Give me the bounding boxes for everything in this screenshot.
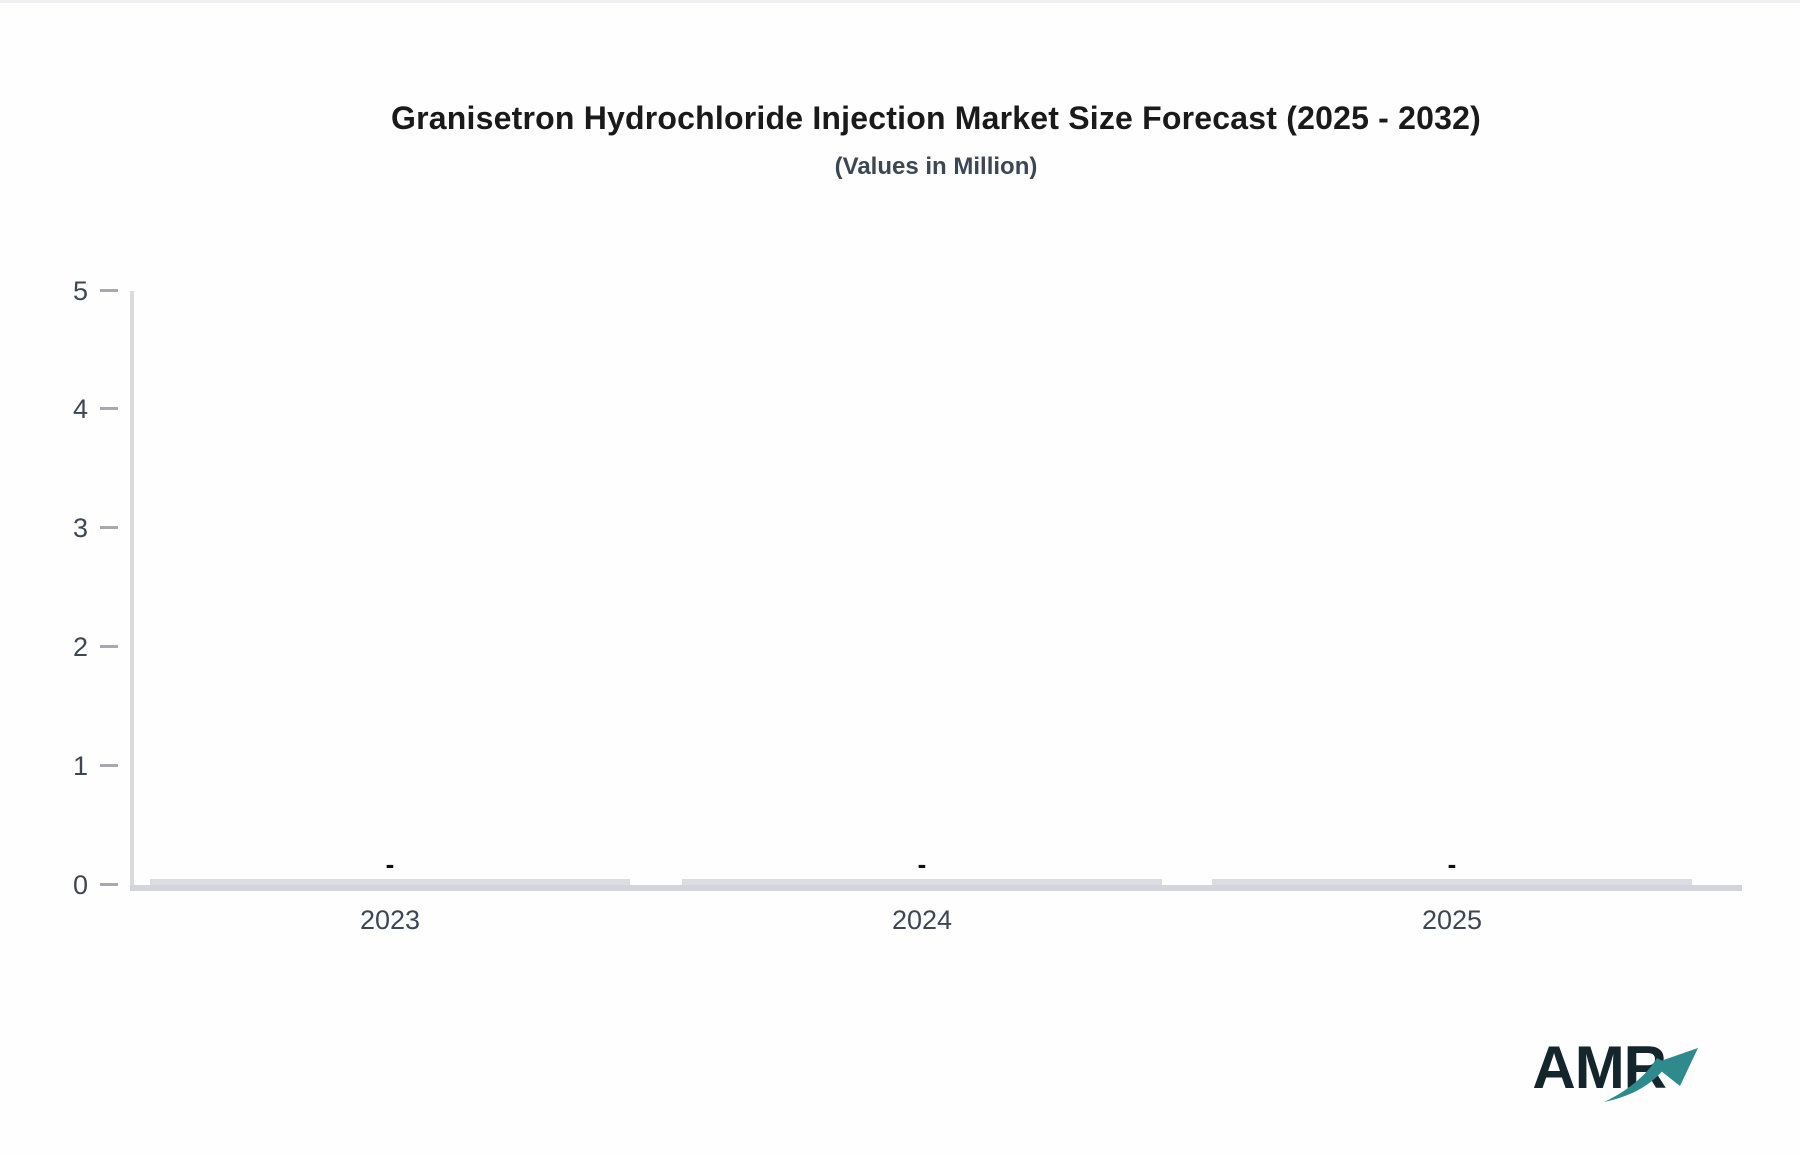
amr-logo: AMR [1532,1034,1702,1104]
y-axis-line [130,291,134,891]
y-tick-mark [100,645,118,648]
x-tick-label: 2023 [359,905,421,935]
category-group-2025: - 2025 [1187,849,1717,941]
y-tick-label: 3 [72,513,88,543]
bar-value-label: - [385,849,395,879]
y-tick-mark [100,883,118,886]
category-group-2024: - 2024 [657,849,1187,941]
x-tick-label: 2025 [1421,905,1483,935]
chart-title: Granisetron Hydrochloride Injection Mark… [391,100,1481,136]
bar-value-label: - [917,849,927,879]
y-tick-label: 1 [72,751,88,781]
y-tick-label: 4 [72,394,88,424]
chart-subtitle: (Values in Million) [834,153,1038,180]
bar-value-label: - [1447,849,1457,879]
bar-2025 [1212,879,1692,885]
amr-logo-text: AMR [1532,1034,1667,1101]
y-tick-mark [100,526,118,529]
x-axis-line [130,885,1742,891]
bar-2023 [150,879,630,885]
top-border [0,0,1800,3]
y-tick-label: 2 [72,632,88,662]
y-tick-label: 5 [72,276,88,306]
title-block: Granisetron Hydrochloride Injection Mark… [130,100,1742,181]
y-tick-mark [100,407,118,410]
y-tick-mark [100,764,118,767]
y-tick-label: 0 [72,870,88,900]
x-tick-label: 2024 [891,905,953,935]
category-group-2023: - 2023 [125,849,655,941]
bar-2024 [682,879,1162,885]
trend-up-arrow-icon [1604,1048,1698,1102]
y-tick-mark [100,289,118,292]
